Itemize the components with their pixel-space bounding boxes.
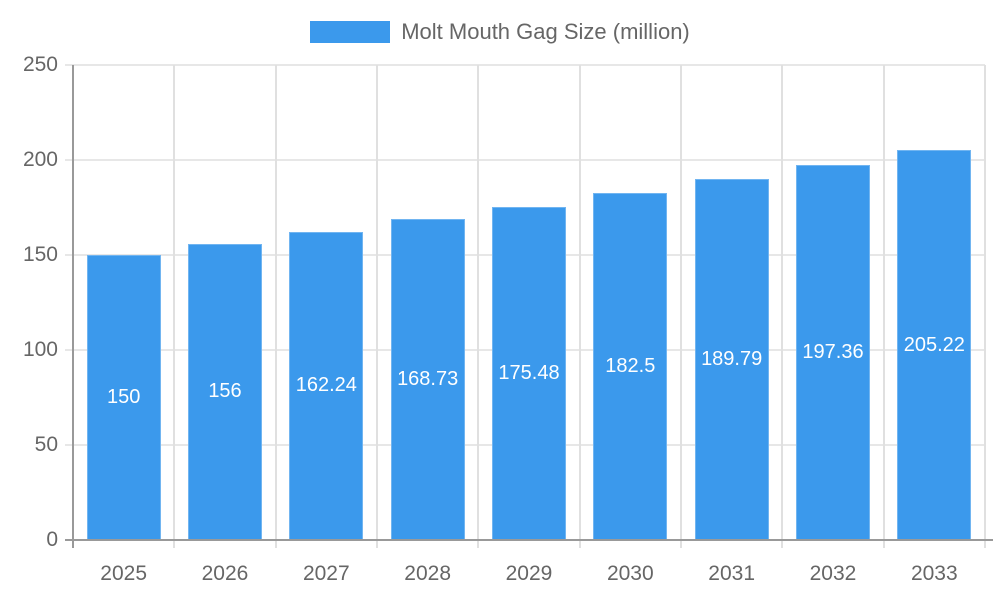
bar-value-label: 162.24 bbox=[295, 374, 357, 397]
y-axis-tick-label: 150 bbox=[22, 243, 58, 266]
x-gridline bbox=[173, 65, 176, 548]
x-axis-tick-label: 2031 bbox=[708, 562, 756, 585]
y-gridline bbox=[65, 159, 985, 161]
bar[interactable]: 182.5 bbox=[593, 193, 668, 540]
bar[interactable]: 205.22 bbox=[897, 150, 972, 540]
x-gridline bbox=[781, 65, 784, 548]
x-axis-tick-label: 2025 bbox=[100, 562, 148, 585]
bar-value-label: 182.5 bbox=[605, 355, 656, 378]
bar-value-label: 156 bbox=[208, 380, 242, 403]
x-axis-tick-label: 2027 bbox=[302, 562, 350, 585]
legend-item-label[interactable]: Molt Mouth Gag Size (million) bbox=[401, 19, 690, 44]
x-gridline bbox=[578, 65, 581, 548]
legend-swatch-icon[interactable] bbox=[310, 21, 391, 43]
x-gridline bbox=[477, 65, 480, 548]
bar-value-label: 175.48 bbox=[498, 361, 560, 384]
x-gridline bbox=[882, 65, 885, 548]
bar-value-label: 205.22 bbox=[903, 333, 965, 356]
bar[interactable]: 197.36 bbox=[796, 165, 870, 540]
bar[interactable]: 156 bbox=[188, 243, 262, 540]
x-axis-tick-label: 2033 bbox=[910, 562, 958, 585]
y-axis-tick-label: 50 bbox=[34, 433, 58, 456]
legend: Molt Mouth Gag Size (million) bbox=[0, 20, 1000, 44]
bar-value-label: 168.73 bbox=[397, 368, 459, 391]
bar-value-label: 197.36 bbox=[802, 341, 864, 363]
bar[interactable]: 189.79 bbox=[694, 179, 769, 540]
bar[interactable]: 175.48 bbox=[492, 206, 566, 540]
y-axis-tick-label: 100 bbox=[22, 338, 58, 361]
y-axis-tick-label: 0 bbox=[46, 528, 58, 551]
bar[interactable]: 168.73 bbox=[390, 219, 465, 540]
x-axis-tick-label: 2028 bbox=[404, 562, 452, 585]
bar-value-label: 150 bbox=[106, 386, 141, 408]
y-gridline bbox=[65, 64, 985, 66]
y-axis-tick-label: 200 bbox=[22, 148, 58, 171]
x-axis-tick-label: 2032 bbox=[809, 562, 857, 585]
x-axis-tick-label: 2029 bbox=[505, 562, 553, 585]
bar[interactable]: 150 bbox=[86, 255, 161, 540]
y-axis-line bbox=[72, 65, 74, 548]
x-axis-tick-label: 2030 bbox=[606, 562, 654, 585]
x-gridline bbox=[680, 65, 682, 548]
x-axis-tick-label: 2026 bbox=[201, 562, 249, 585]
x-axis-line bbox=[65, 539, 993, 541]
x-gridline bbox=[376, 65, 378, 548]
x-gridline bbox=[984, 65, 986, 548]
x-gridline bbox=[274, 65, 277, 548]
y-axis-tick-label: 250 bbox=[22, 53, 58, 76]
bar[interactable]: 162.24 bbox=[289, 231, 364, 540]
bar-value-label: 189.79 bbox=[701, 348, 763, 371]
